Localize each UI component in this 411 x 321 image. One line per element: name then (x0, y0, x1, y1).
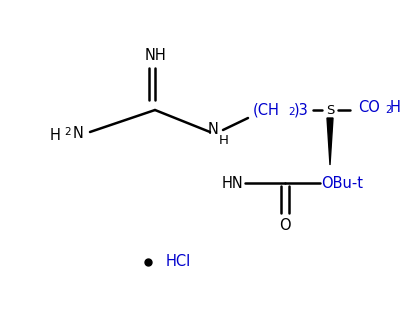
Text: N: N (208, 123, 218, 137)
Polygon shape (327, 118, 333, 165)
Text: O: O (279, 218, 291, 232)
Text: HCl: HCl (166, 255, 191, 270)
Text: 2: 2 (288, 107, 295, 117)
Text: 2: 2 (65, 127, 72, 137)
Text: H: H (219, 134, 229, 146)
Text: N: N (73, 126, 83, 141)
Text: HN: HN (222, 176, 244, 190)
Text: H: H (50, 127, 60, 143)
Text: 2: 2 (385, 105, 392, 115)
Text: H: H (390, 100, 401, 116)
Text: (CH: (CH (253, 102, 280, 117)
Text: OBu-t: OBu-t (321, 176, 363, 190)
Text: S: S (326, 103, 334, 117)
Text: NH: NH (144, 48, 166, 63)
Text: )3: )3 (294, 102, 309, 117)
Text: CO: CO (358, 100, 380, 116)
